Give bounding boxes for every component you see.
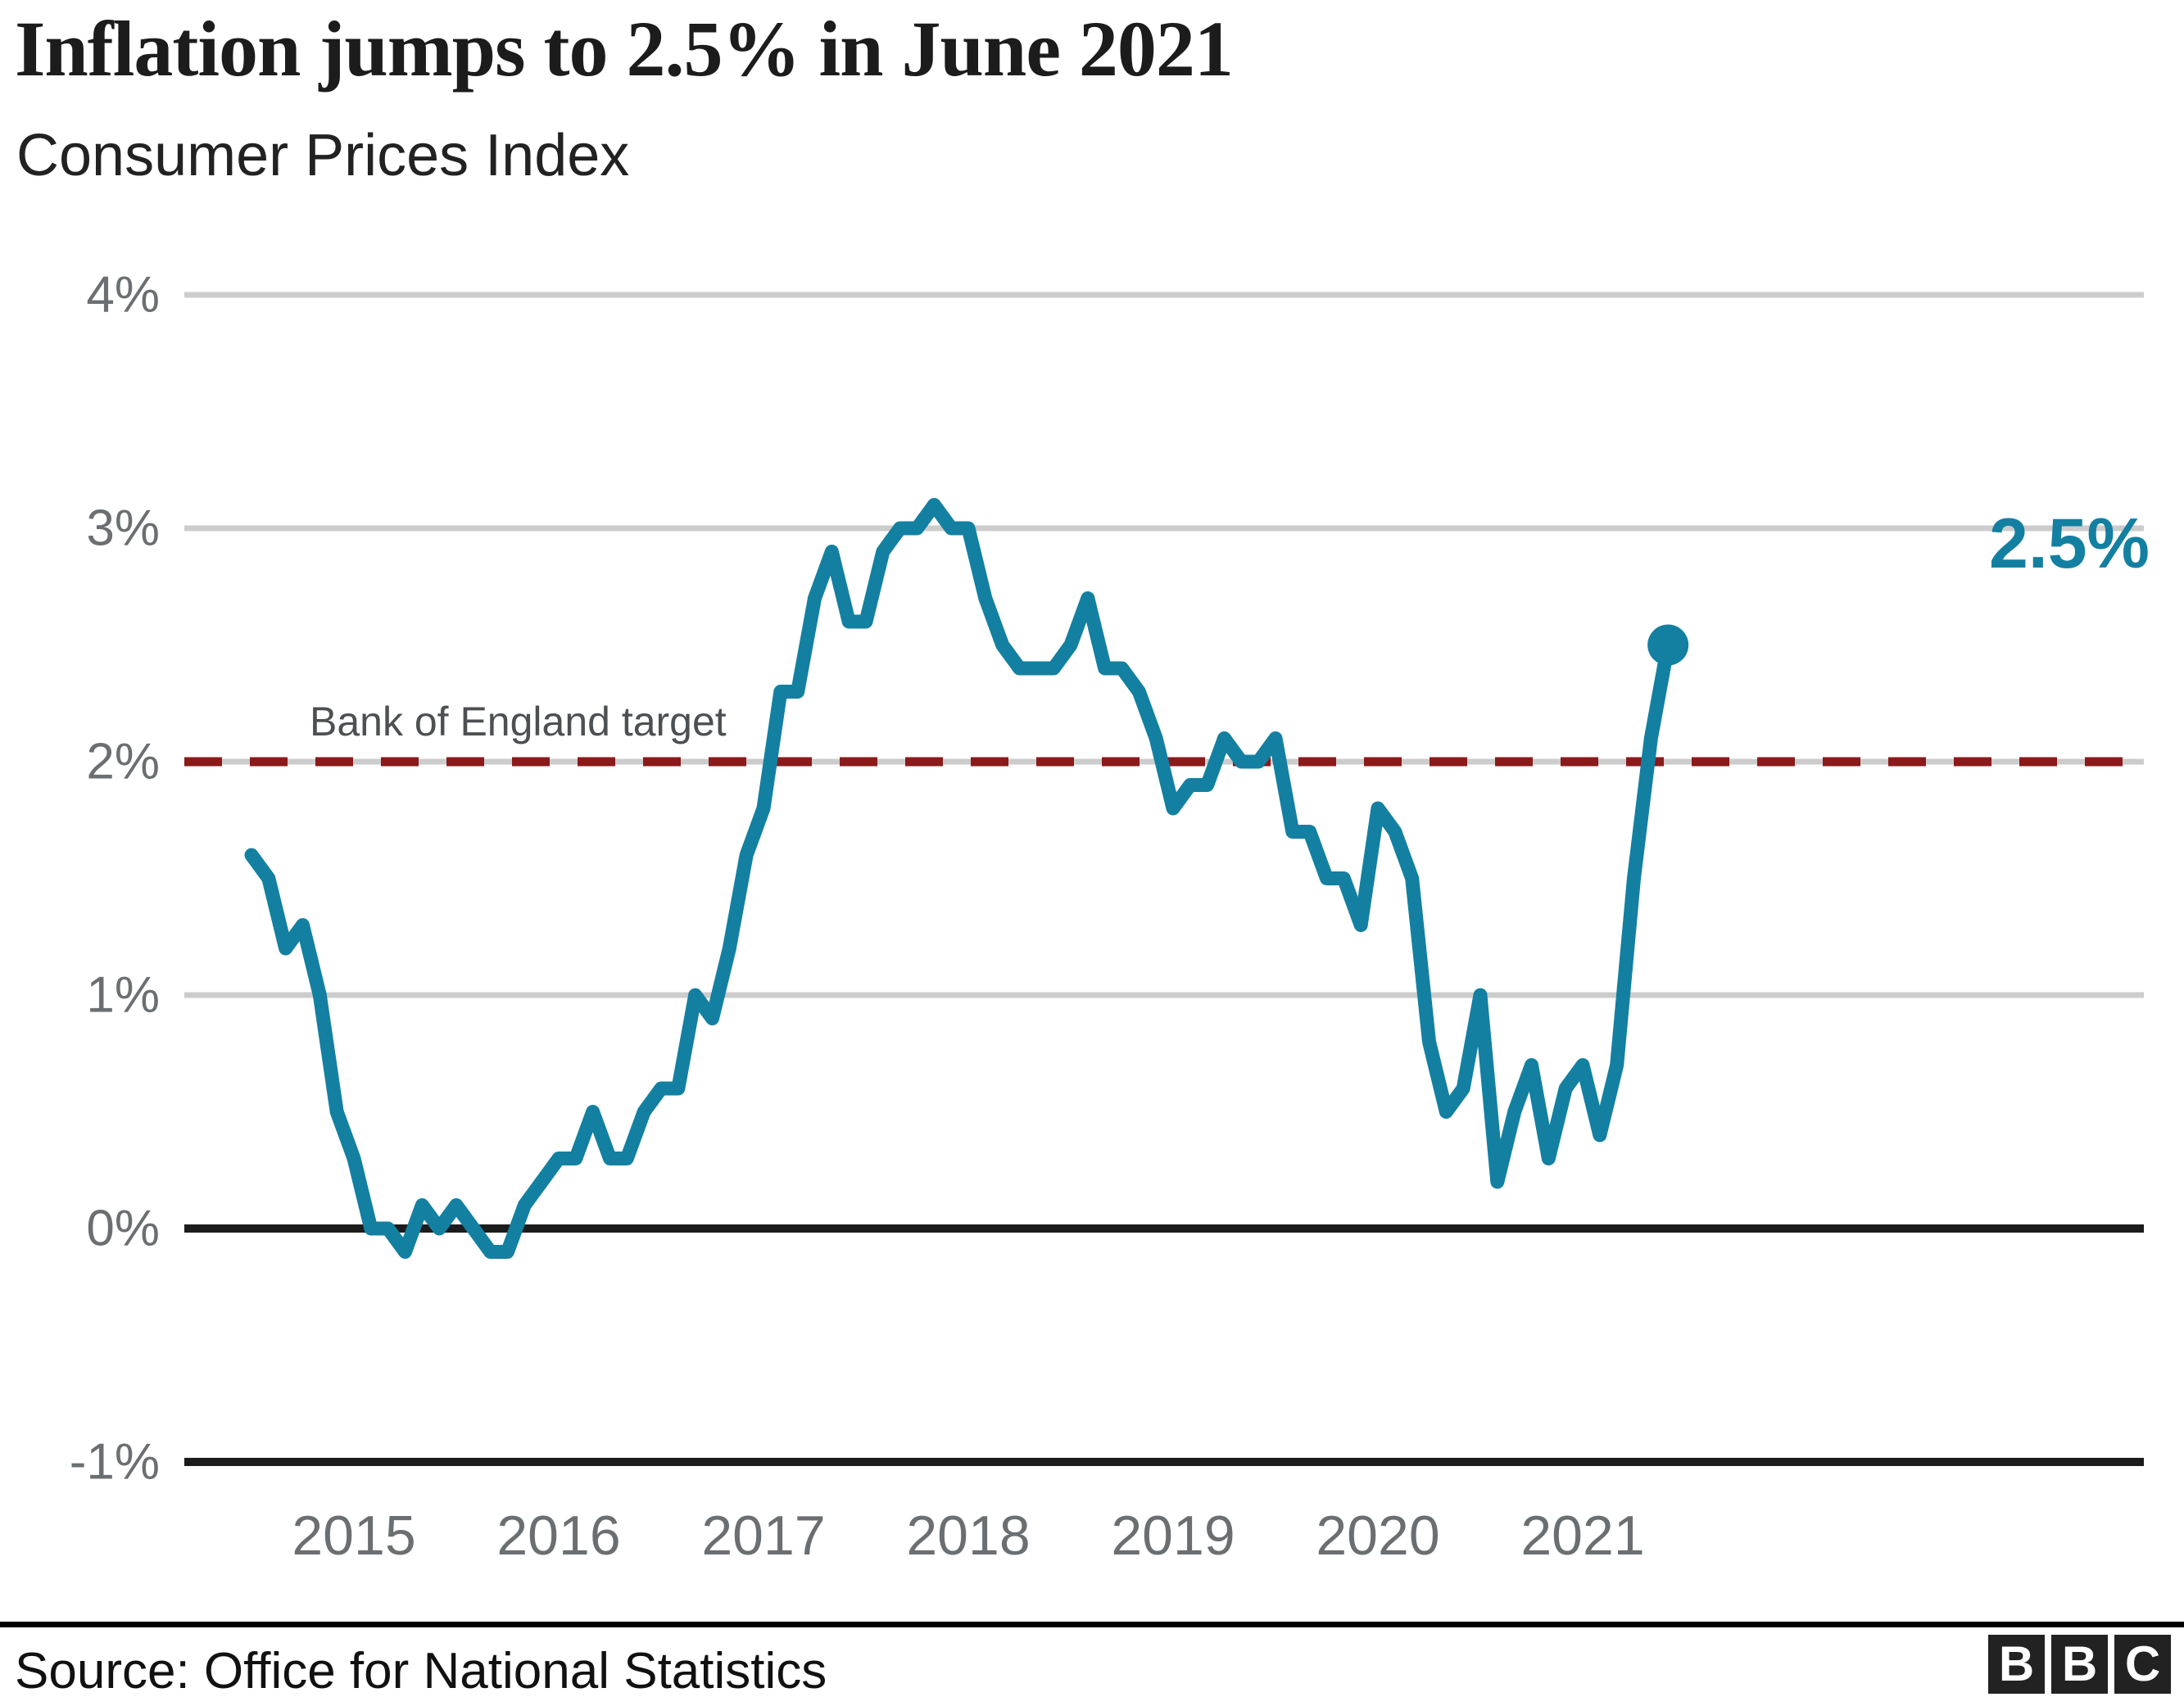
x-axis-tick-label: 2018 (906, 1505, 1031, 1567)
y-axis-tick-label: 3% (86, 500, 160, 557)
boe-target-label: Bank of England target (310, 699, 727, 744)
cpi-series-line (244, 498, 1675, 1259)
x-axis-tick-label: 2015 (292, 1505, 416, 1567)
x-axis-tick-label: 2016 (496, 1505, 621, 1567)
chart-svg (184, 292, 2144, 1466)
y-axis-tick-label: -1% (69, 1433, 160, 1491)
y-axis-tick-label: 2% (86, 733, 160, 790)
bbc-logo-letter: B (1988, 1635, 2045, 1694)
latest-value-marker (1647, 624, 1689, 666)
page-title: Inflation jumps to 2.5% in June 2021 (15, 5, 1234, 93)
gridlines (184, 292, 2144, 1466)
footer-divider (0, 1622, 2184, 1627)
page-subtitle: Consumer Prices Index (16, 123, 630, 188)
y-axis-tick-label: 4% (86, 266, 160, 324)
x-axis-tick-label: 2021 (1520, 1505, 1645, 1567)
bbc-logo-letter: B (2051, 1635, 2108, 1694)
x-axis-tick-label: 2020 (1316, 1505, 1440, 1567)
source-attribution: Source: Office for National Statistics (15, 1643, 827, 1699)
x-axis-tick-label: 2019 (1111, 1505, 1235, 1567)
line-chart: 4% 3% 2% 1% 0% -1% 2015 2016 2017 2018 2019 2020 20… (69, 266, 2150, 1568)
y-axis-tick-label: 1% (86, 966, 160, 1024)
bbc-logo: B B C (1988, 1635, 2171, 1694)
latest-value-label: 2.5% (1989, 505, 2150, 583)
y-axis-tick-label: 0% (86, 1200, 160, 1257)
x-axis-tick-label: 2017 (701, 1505, 826, 1567)
bbc-logo-letter: C (2114, 1635, 2171, 1694)
